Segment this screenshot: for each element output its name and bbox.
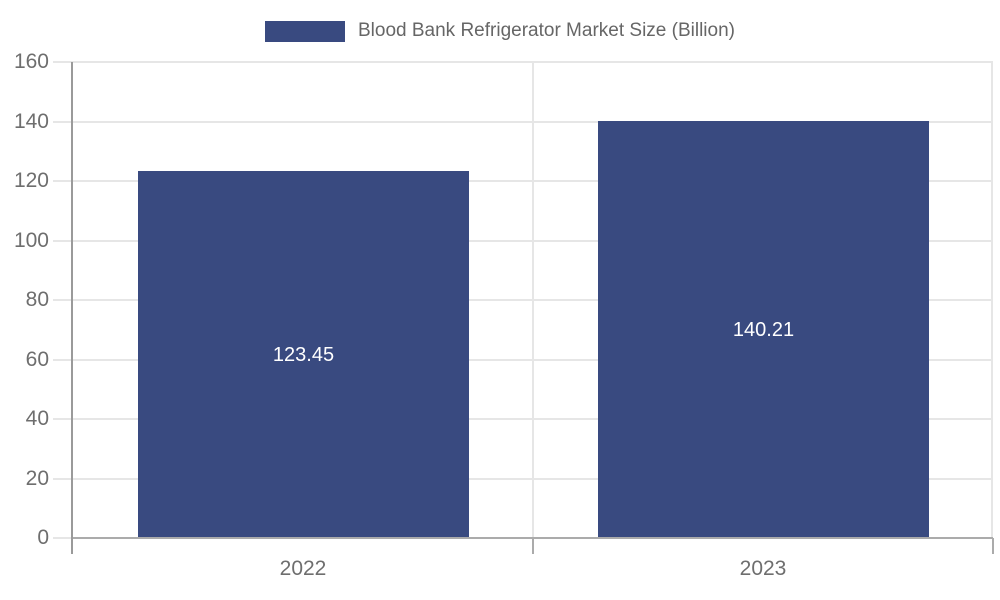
x-axis-tick	[532, 538, 534, 554]
y-tick-label: 40	[25, 407, 49, 430]
legend: Blood Bank Refrigerator Market Size (Bil…	[0, 14, 1000, 48]
h-gridline	[53, 240, 993, 242]
y-tick-label: 140	[13, 110, 49, 133]
legend-label: Blood Bank Refrigerator Market Size (Bil…	[358, 20, 735, 41]
bar-value-label: 140.21	[732, 319, 795, 341]
x-tick-label: 2022	[279, 557, 327, 580]
bar-2022	[138, 171, 469, 538]
h-gridline	[53, 180, 993, 182]
x-tick-label: 2023	[739, 557, 787, 580]
bar-value-label: 123.45	[272, 344, 335, 366]
y-axis-line	[71, 62, 73, 554]
y-tick-label: 20	[25, 467, 49, 490]
y-tick-label: 100	[13, 229, 49, 252]
y-tick-label: 120	[13, 169, 49, 192]
h-gridline	[53, 478, 993, 480]
legend-swatch	[265, 20, 345, 42]
h-gridline	[53, 61, 993, 63]
v-gridline	[532, 62, 534, 538]
y-tick-label: 80	[25, 288, 49, 311]
h-gridline	[53, 299, 993, 301]
bar-2023	[598, 121, 929, 538]
plot-right-border	[991, 62, 993, 538]
x-axis-tick	[992, 538, 994, 554]
h-gridline	[53, 121, 993, 123]
y-tick-label: 0	[37, 526, 49, 549]
y-tick-label: 160	[13, 50, 49, 73]
h-gridline	[53, 359, 993, 361]
y-tick-label: 60	[25, 348, 49, 371]
h-gridline	[53, 418, 993, 420]
